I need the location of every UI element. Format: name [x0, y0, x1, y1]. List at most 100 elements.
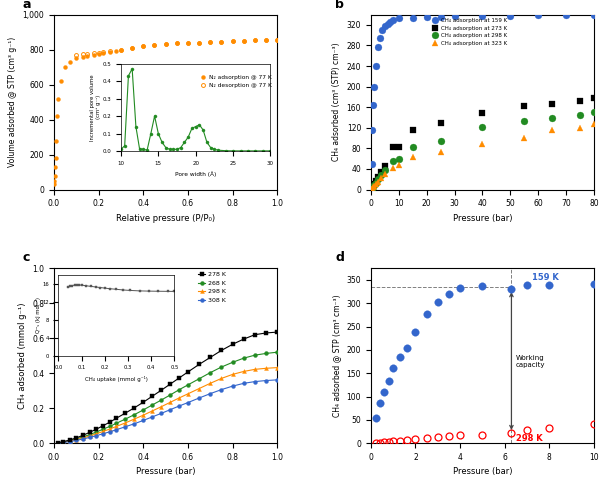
CH₄ adsorption at 159 K	[372, 63, 379, 69]
Line: 278 K: 278 K	[56, 330, 279, 445]
298 K	[122, 420, 129, 426]
CH₄ adsorption at 298 K	[548, 114, 556, 120]
308 K	[251, 379, 259, 385]
N₂ desorption @ 77 K	[251, 37, 259, 43]
Text: 159 K: 159 K	[532, 273, 558, 282]
268 K	[100, 426, 107, 432]
X-axis label: Pressure (bar): Pressure (bar)	[452, 468, 512, 476]
N₂ adsorption @ 77 K	[51, 172, 58, 178]
268 K	[122, 416, 129, 422]
Legend: 278 K, 268 K, 298 K, 308 K: 278 K, 268 K, 298 K, 308 K	[196, 270, 229, 305]
CH₄ adsorption at 298 K	[370, 184, 377, 190]
CH₄ adsorption at 159 K	[379, 27, 386, 33]
278 K	[158, 388, 165, 393]
CH₄ adsorption at 159 K	[370, 102, 377, 108]
Y-axis label: CH₄ adsorbed @ STP (cm³ cm⁻³): CH₄ adsorbed @ STP (cm³ cm⁻³)	[332, 295, 341, 417]
Line: N₂ desorption @ 77 K: N₂ desorption @ 77 K	[74, 38, 279, 57]
308 K	[86, 434, 94, 440]
N₂ adsorption @ 77 K	[73, 56, 80, 61]
N₂ desorption @ 77 K	[262, 37, 269, 43]
CH₄ adsorption at 323 K	[381, 171, 388, 177]
CH₄ adsorption at 273 K	[370, 183, 377, 189]
278 K	[113, 415, 120, 421]
Legend: CH₄ adsorption at 159 K, CH₄ adsorption at 273 K, CH₄ adsorption at 298 K, CH₄ a: CH₄ adsorption at 159 K, CH₄ adsorption …	[430, 16, 509, 48]
N₂ adsorption @ 77 K	[66, 59, 73, 65]
298 K	[158, 404, 165, 410]
CH₄ adsorption at 273 K	[437, 120, 444, 126]
298 K	[113, 424, 120, 430]
N₂ adsorption @ 77 K	[118, 47, 125, 53]
CH₄ adsorption at 273 K	[374, 174, 382, 180]
CH₄ adsorption at 159 K	[590, 12, 598, 18]
CH₄ adsorption at 159 K	[563, 12, 570, 18]
268 K	[175, 387, 182, 393]
N₂ desorption @ 77 K	[140, 43, 147, 49]
CH₄ adsorption at 323 K	[521, 135, 528, 141]
308 K	[122, 424, 129, 430]
N₂ desorption @ 77 K	[106, 48, 113, 54]
CH₄ adsorption at 323 K	[479, 141, 486, 147]
278 K	[79, 432, 86, 438]
CH₄ adsorption at 323 K	[437, 150, 444, 155]
308 K	[79, 436, 86, 442]
Line: CH₄ adsorption at 323 K: CH₄ adsorption at 323 K	[368, 121, 597, 192]
268 K	[59, 439, 67, 445]
N₂ desorption @ 77 K	[218, 39, 225, 45]
268 K	[140, 407, 147, 413]
308 K	[184, 400, 191, 406]
278 K	[206, 355, 214, 360]
CH₄ adsorption at 323 K	[368, 186, 376, 191]
CH₄ adsorption at 159 K	[384, 21, 391, 27]
CH₄ adsorption at 273 K	[381, 164, 388, 169]
268 K	[131, 412, 138, 417]
278 K	[166, 381, 173, 387]
CH₄ adsorption at 159 K	[371, 84, 378, 90]
268 K	[218, 364, 225, 370]
CH₄ adsorption at 273 K	[479, 111, 486, 116]
N₂ desorption @ 77 K	[128, 45, 136, 51]
N₂ desorption @ 77 K	[91, 50, 98, 56]
N₂ desorption @ 77 K	[206, 39, 214, 45]
N₂ adsorption @ 77 K	[106, 49, 113, 55]
CH₄ adsorption at 298 K	[479, 124, 486, 130]
268 K	[93, 429, 100, 435]
Line: CH₄ adsorption at 298 K: CH₄ adsorption at 298 K	[368, 109, 598, 192]
CH₄ adsorption at 273 K	[377, 169, 384, 174]
Y-axis label: CH₄ adsorbed (cm³ (STP) cm⁻³): CH₄ adsorbed (cm³ (STP) cm⁻³)	[332, 43, 341, 161]
X-axis label: Pressure (bar): Pressure (bar)	[452, 214, 512, 223]
CH₄ adsorption at 273 K	[409, 128, 416, 133]
N₂ desorption @ 77 K	[95, 50, 102, 56]
CH₄ adsorption at 298 K	[381, 168, 388, 173]
308 K	[66, 439, 73, 445]
268 K	[66, 438, 73, 444]
CH₄ adsorption at 273 K	[590, 95, 598, 101]
Text: b: b	[335, 0, 344, 11]
CH₄ adsorption at 298 K	[409, 145, 416, 150]
268 K	[196, 376, 203, 382]
Line: 308 K: 308 K	[56, 378, 279, 445]
298 K	[274, 365, 281, 371]
CH₄ adsorption at 159 K	[437, 14, 444, 19]
308 K	[93, 433, 100, 439]
N₂ adsorption @ 77 K	[57, 78, 64, 84]
CH₄ adsorption at 298 K	[590, 110, 598, 115]
298 K	[175, 395, 182, 401]
Line: CH₄ adsorption at 273 K: CH₄ adsorption at 273 K	[369, 95, 597, 191]
278 K	[131, 405, 138, 411]
308 K	[229, 383, 236, 389]
268 K	[86, 431, 94, 437]
CH₄ adsorption at 159 K	[381, 23, 388, 29]
278 K	[274, 329, 281, 335]
CH₄ adsorption at 323 K	[368, 186, 375, 192]
278 K	[100, 423, 107, 429]
278 K	[149, 393, 156, 399]
CH₄ adsorption at 323 K	[370, 185, 377, 190]
308 K	[158, 411, 165, 416]
CH₄ adsorption at 159 K	[479, 13, 486, 19]
308 K	[73, 437, 80, 443]
N₂ adsorption @ 77 K	[55, 95, 62, 101]
N₂ adsorption @ 77 K	[184, 40, 191, 46]
298 K	[100, 429, 107, 434]
N₂ desorption @ 77 K	[73, 52, 80, 58]
CH₄ adsorption at 159 K	[535, 12, 542, 18]
